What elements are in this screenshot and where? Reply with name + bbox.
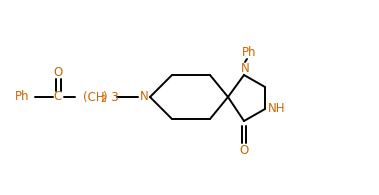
Text: N: N [241,61,249,74]
Text: 2: 2 [100,96,106,105]
Text: C: C [54,90,62,104]
Text: (CH: (CH [83,90,105,104]
Text: Ph: Ph [15,90,29,104]
Text: O: O [240,144,249,158]
Text: O: O [53,66,63,80]
Text: Ph: Ph [242,46,256,59]
Text: N: N [139,90,148,104]
Text: ) 3: ) 3 [103,90,119,104]
Text: NH: NH [268,103,286,115]
